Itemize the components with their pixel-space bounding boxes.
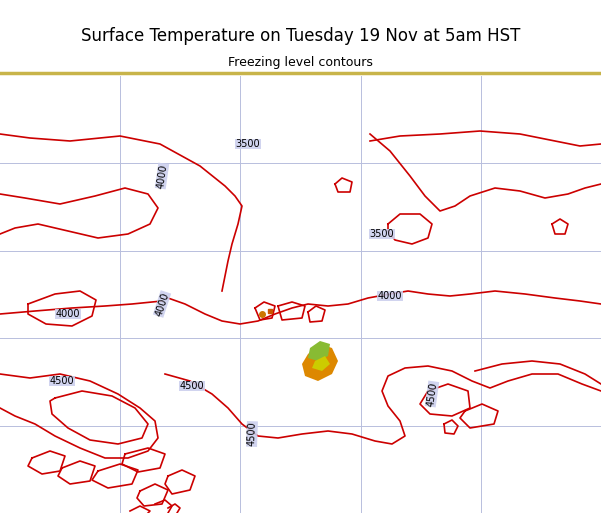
Polygon shape xyxy=(312,356,330,371)
Text: 4500: 4500 xyxy=(50,376,75,386)
Text: 4000: 4000 xyxy=(153,291,171,317)
Text: 4000: 4000 xyxy=(56,309,81,319)
Text: Surface Temperature on Tuesday 19 Nov at 5am HST: Surface Temperature on Tuesday 19 Nov at… xyxy=(81,27,520,45)
Polygon shape xyxy=(308,341,330,361)
Polygon shape xyxy=(302,344,338,381)
Text: 4500: 4500 xyxy=(426,381,439,407)
Text: 4000: 4000 xyxy=(378,291,402,301)
Text: Freezing level contours: Freezing level contours xyxy=(228,56,373,69)
Text: 3500: 3500 xyxy=(370,229,394,239)
Text: 4000: 4000 xyxy=(155,163,169,189)
Text: 3500: 3500 xyxy=(236,139,260,149)
Text: 4500: 4500 xyxy=(180,381,204,391)
Text: 4500: 4500 xyxy=(246,422,257,446)
